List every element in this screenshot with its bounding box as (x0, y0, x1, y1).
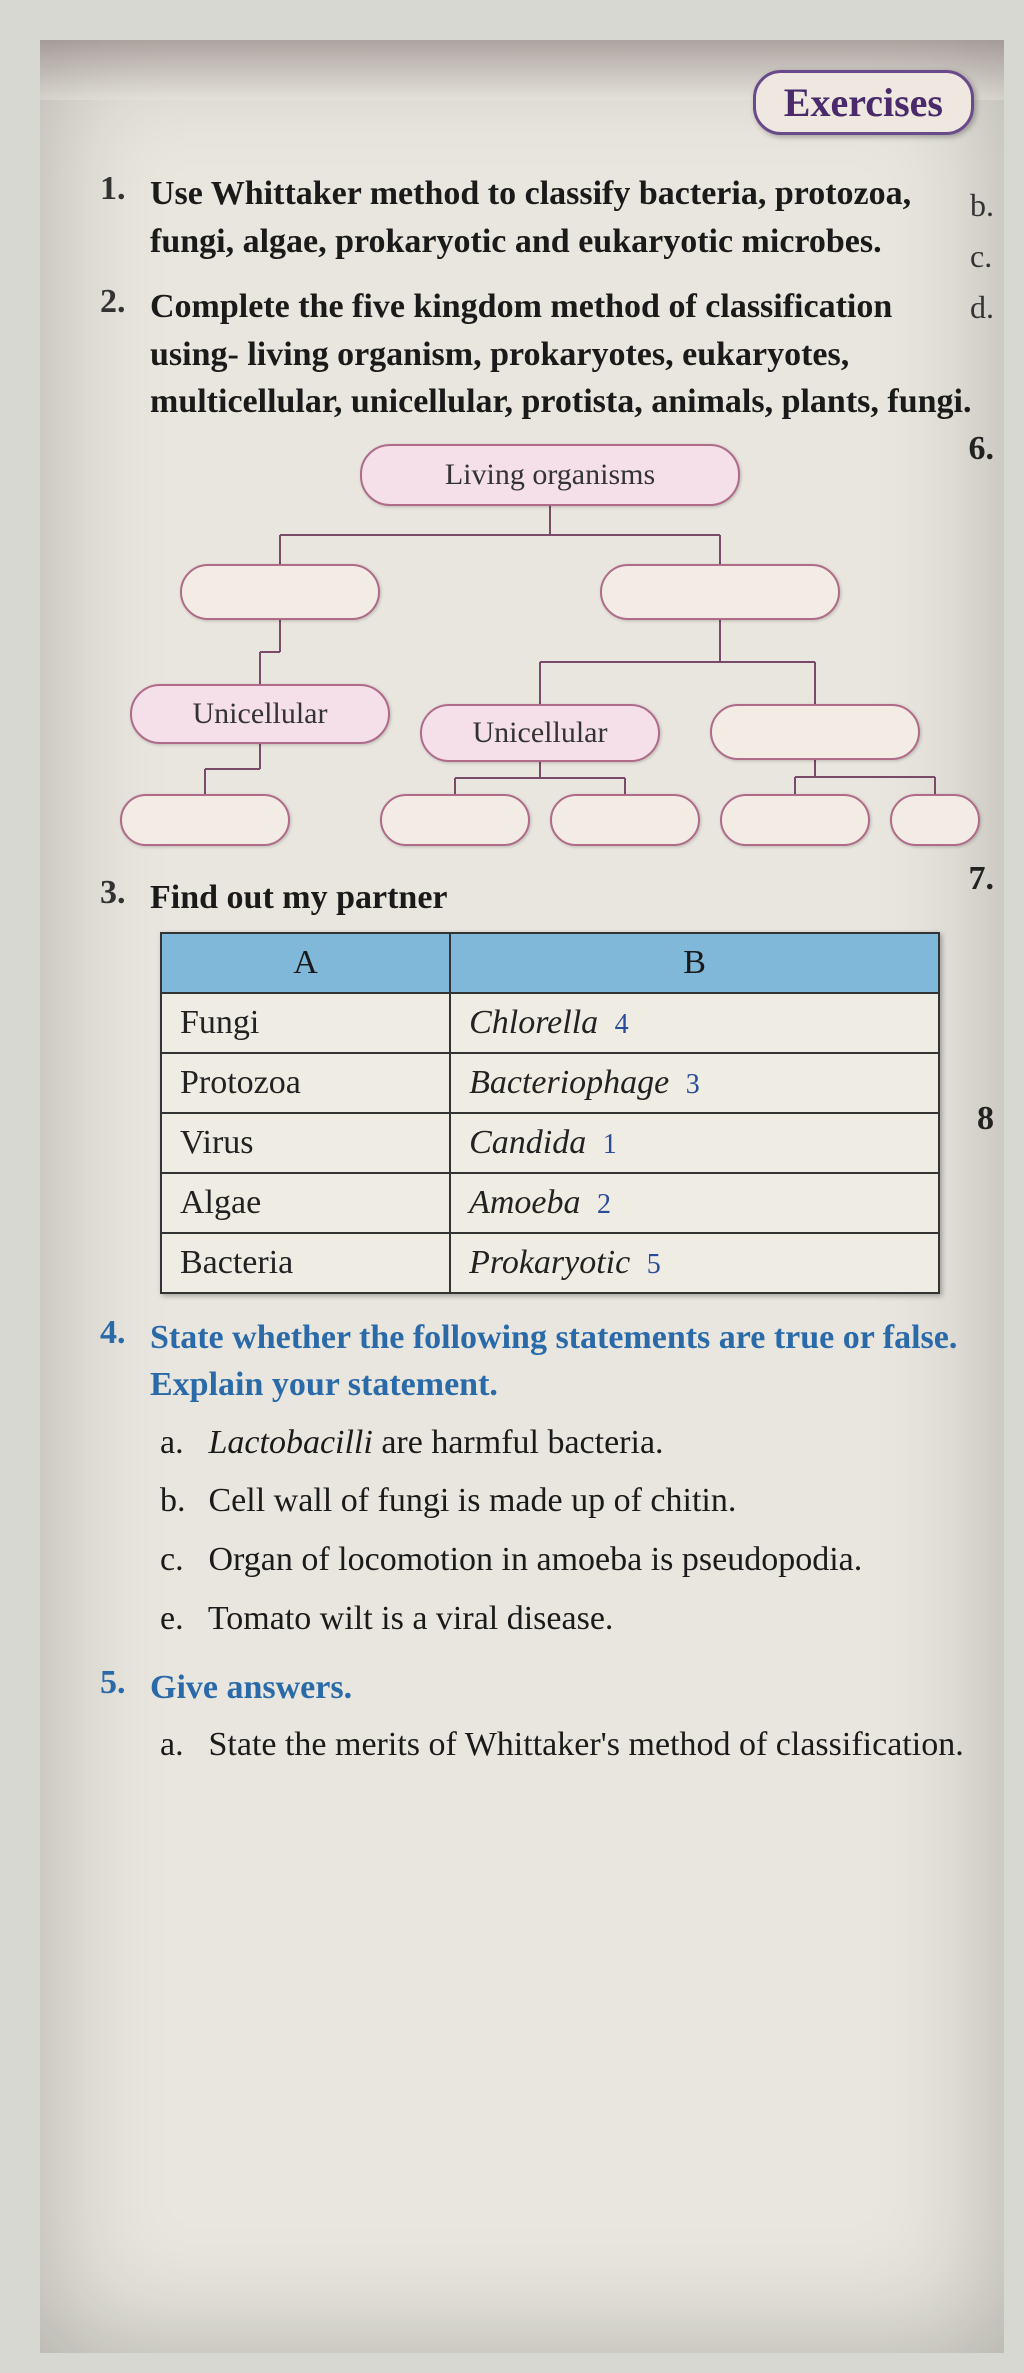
table-row: VirusCandida 1 (161, 1113, 939, 1173)
handwritten-mark: 3 (686, 1069, 700, 1100)
col-b-cell: Prokaryotic 5 (450, 1233, 939, 1293)
q4c-text: Organ of locomotion in amoeba is pseudop… (209, 1541, 863, 1578)
q4a-rest: are harmful bacteria. (373, 1424, 664, 1461)
col-a-header: A (161, 933, 450, 993)
col-a-cell: Protozoa (161, 1053, 450, 1113)
content: 1. Use Whittaker method to classify bact… (100, 170, 974, 1772)
q4-item-c: c. Organ of locomotion in amoeba is pseu… (160, 1534, 974, 1587)
q3-title: Find out my partner (150, 874, 974, 922)
col-b-header: B (450, 933, 939, 993)
question-5: 5. Give answers. (100, 1664, 974, 1712)
q2-text: Complete the five kingdom method of clas… (150, 283, 974, 426)
diagram-node-l1a (180, 564, 380, 620)
q4c-label: c. (160, 1534, 200, 1587)
q4-item-e: e. Tomato wilt is a viral disease. (160, 1593, 974, 1646)
exercises-banner: Exercises (753, 70, 974, 135)
diagram-node-b3 (550, 794, 700, 846)
diagram-node-root: Living organisms (360, 444, 740, 506)
handwritten-mark: 4 (615, 1009, 629, 1040)
q5-title: Give answers. (150, 1664, 974, 1712)
question-1: 1. Use Whittaker method to classify bact… (100, 170, 974, 265)
diagram-node-b1 (120, 794, 290, 846)
q4a-label: a. (160, 1417, 200, 1470)
q3-number: 3. (100, 874, 150, 922)
question-4: 4. State whether the following statement… (100, 1314, 974, 1409)
q5a-label: a. (160, 1719, 200, 1772)
q4-item-b: b. Cell wall of fungi is made up of chit… (160, 1475, 974, 1528)
side-b: b. (970, 180, 994, 231)
side-8: 8 (977, 1100, 994, 1138)
table-row: ProtozoaBacteriophage 3 (161, 1053, 939, 1113)
question-2: 2. Complete the five kingdom method of c… (100, 283, 974, 426)
q5-number: 5. (100, 1664, 150, 1712)
table-row: AlgaeAmoeba 2 (161, 1173, 939, 1233)
q2-number: 2. (100, 283, 150, 426)
q1-text: Use Whittaker method to classify bacteri… (150, 170, 974, 265)
side-d: d. (970, 282, 994, 333)
page: Exercises b. c. d. 6. 7. 8 1. Use Whitta… (40, 40, 1004, 2353)
handwritten-mark: 2 (597, 1189, 611, 1220)
exercises-title: Exercises (784, 80, 943, 125)
side-7: 7. (969, 860, 995, 898)
diagram-node-uni1: Unicellular (130, 684, 390, 744)
q5a-text: State the merits of Whittaker's method o… (209, 1726, 964, 1763)
question-3: 3. Find out my partner (100, 874, 974, 922)
match-table: A B FungiChlorella 4ProtozoaBacteriophag… (160, 932, 940, 1294)
q4-title: State whether the following statements a… (150, 1314, 974, 1409)
table-row: BacteriaProkaryotic 5 (161, 1233, 939, 1293)
q4-number: 4. (100, 1314, 150, 1409)
diagram-node-b4 (720, 794, 870, 846)
col-b-cell: Amoeba 2 (450, 1173, 939, 1233)
col-a-cell: Bacteria (161, 1233, 450, 1293)
table-row: FungiChlorella 4 (161, 993, 939, 1053)
diagram-node-uni2: Unicellular (420, 704, 660, 762)
col-b-cell: Bacteriophage 3 (450, 1053, 939, 1113)
col-b-cell: Chlorella 4 (450, 993, 939, 1053)
col-a-cell: Fungi (161, 993, 450, 1053)
table-header-row: A B (161, 933, 939, 993)
q4b-text: Cell wall of fungi is made up of chitin. (209, 1482, 737, 1519)
q1-number: 1. (100, 170, 150, 265)
q4a-italic: Lactobacilli (209, 1424, 373, 1461)
q4-item-a: a. Lactobacilli are harmful bacteria. (160, 1417, 974, 1470)
diagram-node-b5 (890, 794, 980, 846)
col-a-cell: Algae (161, 1173, 450, 1233)
diagram-node-l2r (710, 704, 920, 760)
handwritten-mark: 5 (647, 1249, 661, 1280)
col-b-cell: Candida 1 (450, 1113, 939, 1173)
q4e-text: Tomato wilt is a viral disease. (208, 1600, 614, 1637)
col-a-cell: Virus (161, 1113, 450, 1173)
side-letters: b. c. d. (970, 180, 994, 334)
handwritten-mark: 1 (603, 1129, 617, 1160)
q5-item-a: a. State the merits of Whittaker's metho… (160, 1719, 974, 1772)
diagram-node-l1b (600, 564, 840, 620)
side-c: c. (970, 231, 994, 282)
q4b-label: b. (160, 1475, 200, 1528)
classification-diagram: Living organisms Unicellular Unicellular (120, 444, 980, 864)
diagram-node-b2 (380, 794, 530, 846)
q4e-label: e. (160, 1593, 200, 1646)
